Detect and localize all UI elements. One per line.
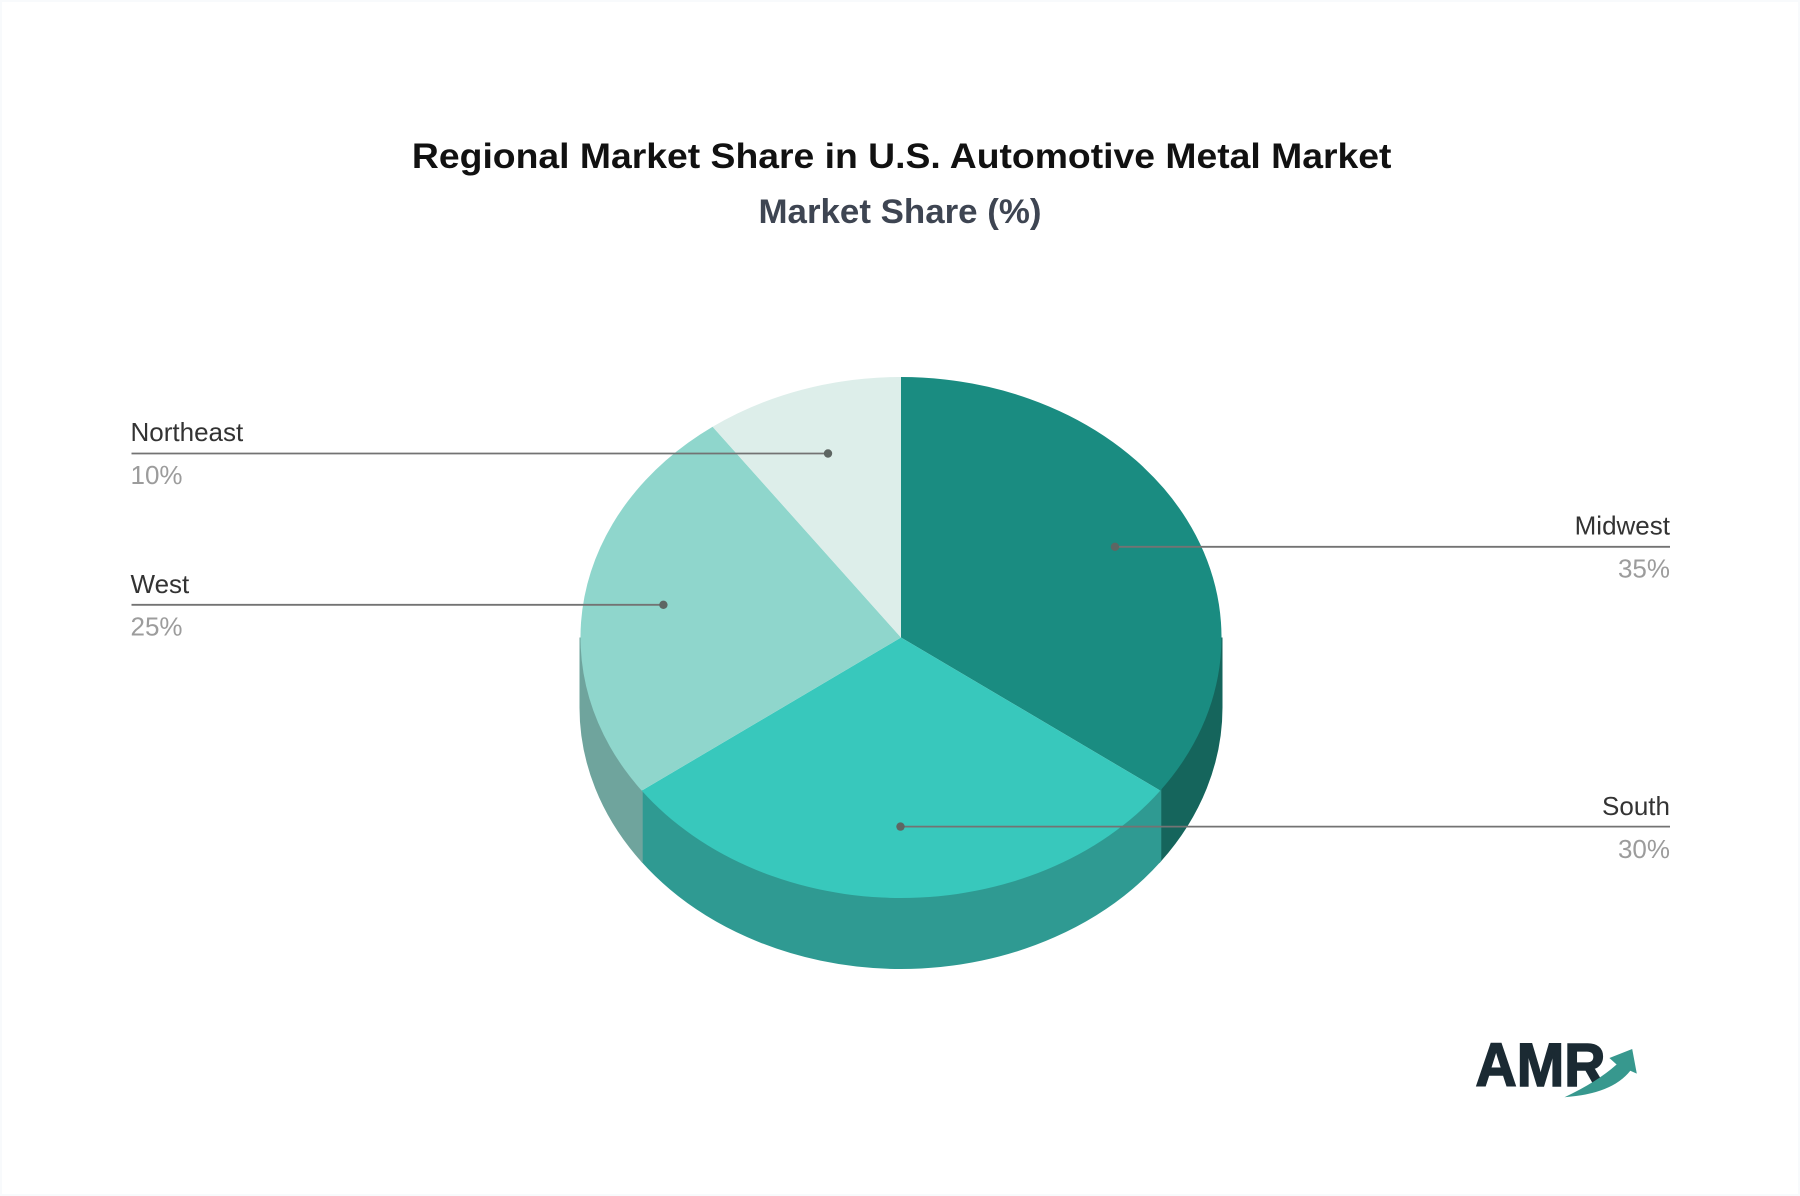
svg-text:South: South bbox=[1602, 791, 1670, 821]
svg-text:25%: 25% bbox=[131, 611, 183, 641]
svg-text:Midwest: Midwest bbox=[1575, 511, 1671, 541]
svg-text:Northeast: Northeast bbox=[131, 417, 244, 447]
svg-text:Market Share (%): Market Share (%) bbox=[759, 193, 1042, 231]
svg-text:Regional Market Share in U.S.: Regional Market Share in U.S. Automotive… bbox=[412, 137, 1392, 176]
svg-text:30%: 30% bbox=[1618, 834, 1670, 864]
svg-text:35%: 35% bbox=[1618, 554, 1670, 584]
svg-text:West: West bbox=[131, 569, 191, 599]
svg-text:10%: 10% bbox=[131, 460, 183, 490]
